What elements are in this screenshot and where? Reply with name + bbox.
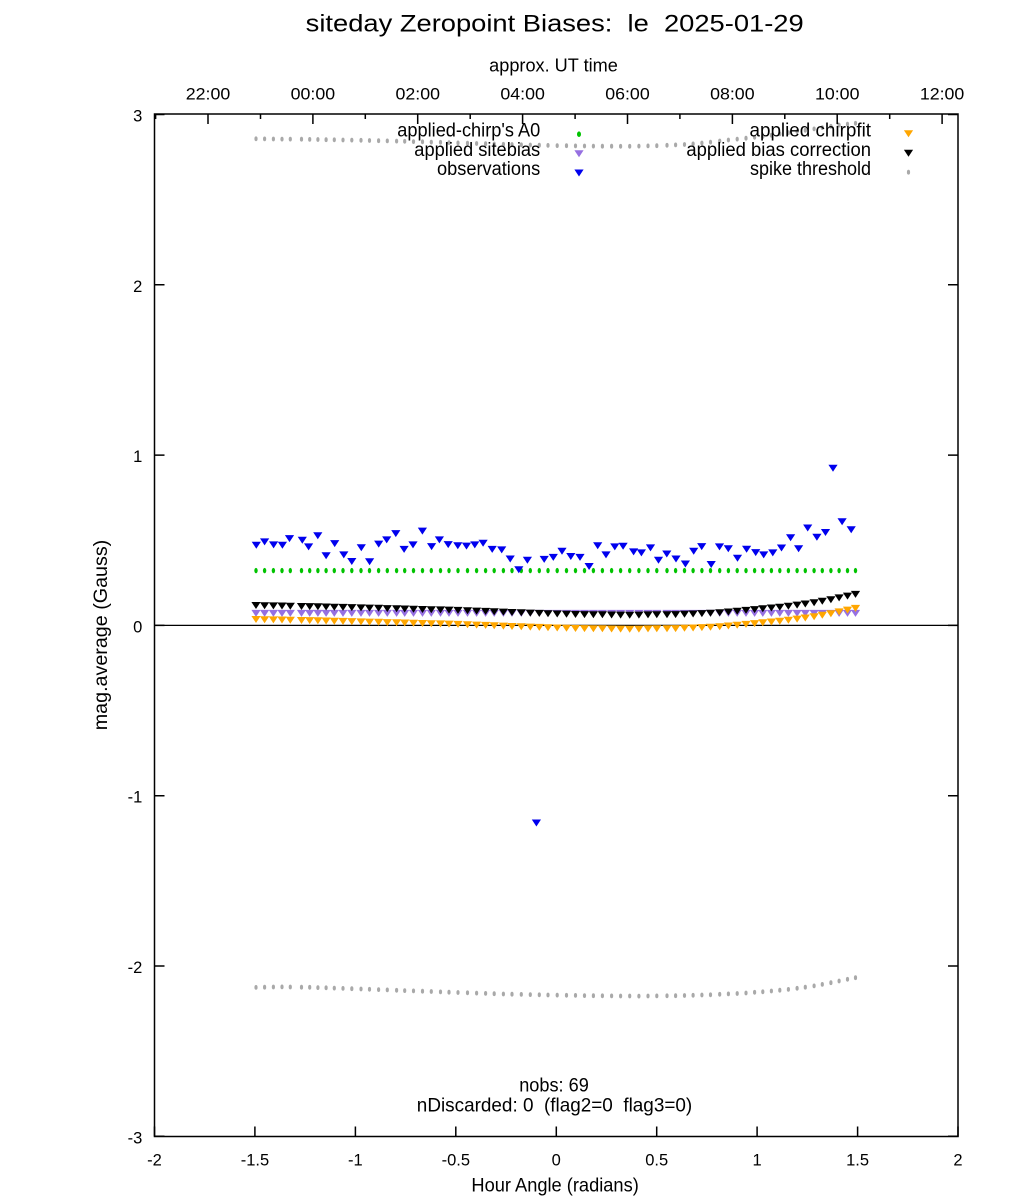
svg-text:Hour Angle (radians): Hour Angle (radians) — [471, 1175, 638, 1197]
svg-text:nobs: 69: nobs: 69 — [519, 1074, 589, 1096]
svg-text:applied-chirp's A0: applied-chirp's A0 — [397, 121, 540, 142]
svg-text:10:00: 10:00 — [815, 86, 860, 104]
svg-text:nDiscarded: 0 (flag2=0 flag3: nDiscarded: 0 (flag2=0 flag3=0) — [417, 1095, 692, 1117]
svg-text:12:00: 12:00 — [920, 86, 965, 104]
svg-text:-0.5: -0.5 — [442, 1151, 470, 1169]
svg-text:-2: -2 — [147, 1151, 162, 1169]
svg-text:04:00: 04:00 — [500, 86, 545, 104]
svg-text:00:00: 00:00 — [291, 86, 336, 104]
svg-text:siteday Zeropoint Biases: le: siteday Zeropoint Biases: le 2025-01-29 — [306, 11, 804, 38]
svg-text:applied sitebias: applied sitebias — [414, 140, 540, 161]
svg-text:-3: -3 — [128, 1129, 143, 1147]
svg-text:1.5: 1.5 — [846, 1151, 869, 1169]
svg-text:08:00: 08:00 — [710, 86, 755, 104]
svg-text:2: 2 — [953, 1151, 962, 1169]
svg-text:0: 0 — [552, 1151, 561, 1169]
svg-text:spike threshold: spike threshold — [750, 159, 871, 180]
svg-text:0.5: 0.5 — [645, 1151, 668, 1169]
svg-text:applied chirpfit: applied chirpfit — [750, 121, 872, 142]
svg-text:0: 0 — [133, 618, 142, 636]
svg-text:-1: -1 — [348, 1151, 363, 1169]
svg-text:applied bias correction: applied bias correction — [686, 140, 871, 161]
svg-text:06:00: 06:00 — [605, 86, 650, 104]
svg-text:mag.average (Gauss): mag.average (Gauss) — [90, 540, 112, 731]
svg-text:-1.5: -1.5 — [241, 1151, 269, 1169]
svg-text:-2: -2 — [128, 959, 143, 977]
svg-text:3: 3 — [133, 108, 142, 126]
svg-text:-1: -1 — [128, 789, 143, 807]
svg-text:1: 1 — [753, 1151, 762, 1169]
svg-text:1: 1 — [133, 448, 142, 466]
svg-text:2: 2 — [133, 278, 142, 296]
svg-text:22:00: 22:00 — [186, 86, 231, 104]
svg-text:02:00: 02:00 — [395, 86, 440, 104]
svg-text:observations: observations — [437, 159, 540, 180]
svg-text:approx. UT time: approx. UT time — [489, 54, 618, 75]
